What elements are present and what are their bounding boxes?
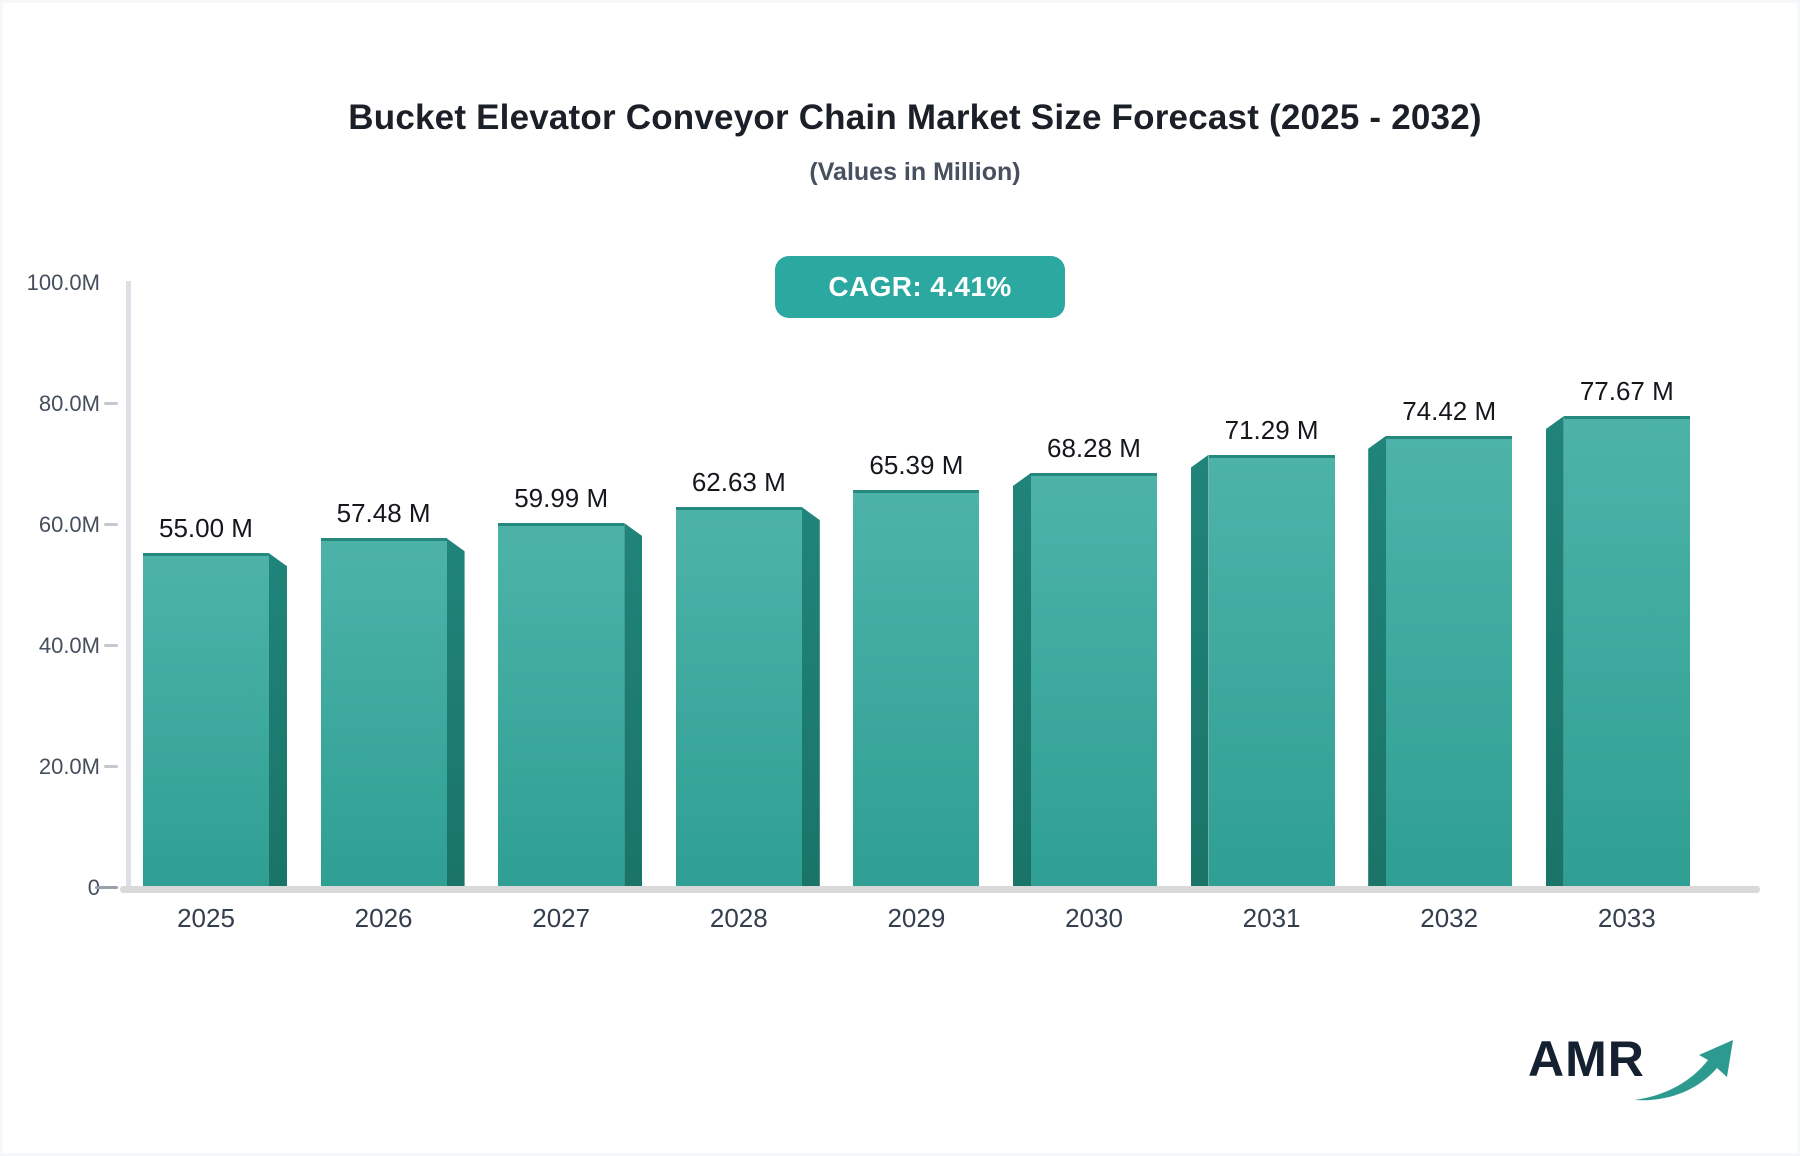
bar-2025	[143, 553, 269, 886]
x-axis-label-2027: 2027	[532, 903, 591, 933]
bar-value-label-2025: 55.00 M	[159, 513, 253, 544]
bar-value-label-2029: 65.39 M	[869, 450, 964, 481]
amr-logo-text: AMR	[1528, 1031, 1645, 1087]
x-axis-label-2031: 2031	[1242, 903, 1301, 933]
y-tick-mark	[104, 644, 118, 647]
y-tick-mark	[95, 886, 118, 889]
x-axis-label-2029: 2029	[887, 903, 946, 933]
bar-value-label-2027: 59.99 M	[514, 483, 609, 514]
bar-side-panel-2027	[624, 523, 643, 886]
bar-2031	[1208, 454, 1335, 886]
x-axis-label-2030: 2030	[1065, 903, 1123, 933]
bar-side-panel-2032	[1368, 435, 1387, 886]
y-tick-mark	[104, 523, 118, 526]
y-tick-label: 60.0M	[38, 512, 100, 537]
x-axis-label-2032: 2032	[1420, 903, 1479, 933]
bar-side-panel-2028	[801, 507, 820, 886]
bar-side-panel-2033	[1545, 416, 1564, 886]
cagr-badge-label: CAGR: 4.41%	[828, 271, 1012, 302]
bar-side-panel-2030	[1013, 472, 1031, 886]
y-tick-label: 40.0M	[38, 633, 100, 658]
bar-2028	[675, 507, 802, 886]
y-tick-label: 80.0M	[38, 391, 100, 416]
bar-value-label-2028: 62.63 M	[691, 467, 786, 498]
bar-2026	[320, 538, 447, 886]
x-axis-label-2033: 2033	[1597, 903, 1656, 933]
bar-2027	[498, 523, 625, 886]
growth-arrow-icon	[1634, 1040, 1733, 1101]
x-axis-label-2025: 2025	[177, 903, 235, 933]
y-tick-label: 20.0M	[38, 754, 100, 779]
amr-logo: AMR	[1528, 1030, 1733, 1110]
bar-value-label-2030: 68.28 M	[1047, 432, 1141, 463]
bar-side-panel-2026	[446, 538, 465, 886]
bar-2032	[1386, 435, 1513, 886]
x-axis-label-2028: 2028	[709, 903, 768, 933]
bar-2033	[1563, 416, 1690, 886]
y-tick-mark	[104, 765, 118, 768]
bar-value-label-2026: 57.48 M	[336, 498, 431, 529]
bar-2029	[853, 490, 980, 886]
y-tick-mark	[104, 402, 118, 405]
bar-value-label-2031: 71.29 M	[1224, 414, 1319, 445]
bar-side-panel-2025	[269, 553, 287, 886]
chart-title: Bucket Elevator Conveyor Chain Market Si…	[348, 98, 1482, 137]
bar-value-label-2032: 74.42 M	[1402, 395, 1497, 426]
cagr-badge: CAGR: 4.41%	[775, 256, 1065, 318]
y-tick-label: 100.0M	[26, 270, 100, 295]
bar-2030	[1031, 472, 1157, 886]
bar-value-label-2033: 77.67 M	[1579, 376, 1674, 407]
x-axis-label-2026: 2026	[354, 903, 413, 933]
x-axis-baseline	[120, 886, 1760, 893]
bar-side-panel-2031	[1190, 454, 1209, 886]
chart-subtitle: (Values in Million)	[809, 158, 1021, 186]
y-axis-line	[126, 281, 131, 886]
y-tick-label: 0	[87, 875, 100, 900]
